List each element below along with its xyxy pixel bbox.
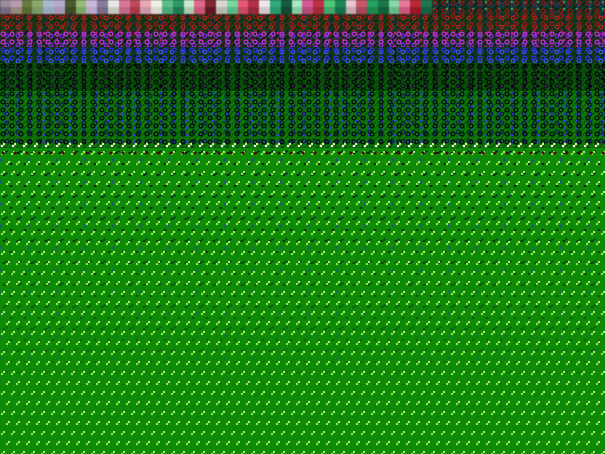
mid-green-blob-band bbox=[0, 91, 605, 148]
white-dot-row bbox=[0, 140, 605, 149]
macroblock-noise-strip bbox=[0, 0, 432, 14]
bright-dot-layer bbox=[0, 148, 605, 454]
purple-dither-band bbox=[0, 31, 605, 47]
dark-green-blob-band bbox=[0, 63, 605, 91]
green-field bbox=[0, 148, 605, 454]
maroon-dot-row bbox=[0, 149, 605, 157]
blue-dither-band bbox=[0, 47, 605, 63]
dark-red-dither-band bbox=[0, 13, 605, 31]
